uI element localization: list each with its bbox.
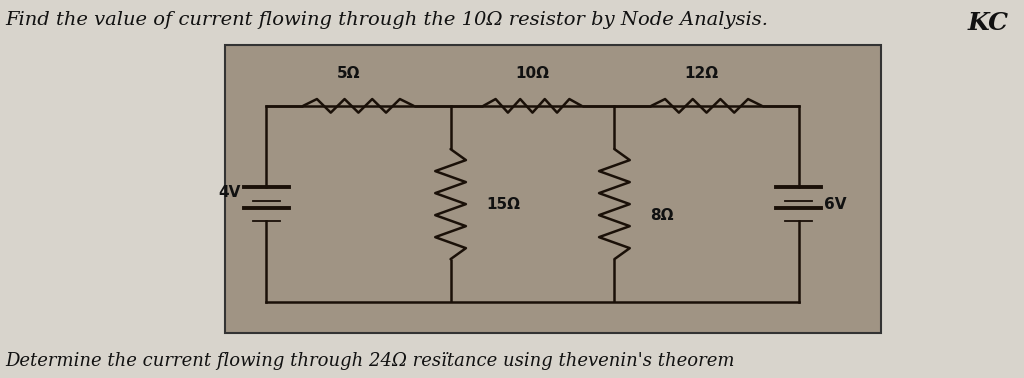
Text: Determine the current flowing through 24Ω resïtance using thevenin's theorem: Determine the current flowing through 24… xyxy=(5,352,734,370)
Text: 6V: 6V xyxy=(824,197,847,212)
Text: 15Ω: 15Ω xyxy=(486,197,520,212)
Text: 12Ω: 12Ω xyxy=(684,66,719,81)
Text: Find the value of current flowing through the 10Ω resistor by Node Analysis.: Find the value of current flowing throug… xyxy=(5,11,768,29)
Text: 4V: 4V xyxy=(218,185,241,200)
Text: 5Ω: 5Ω xyxy=(337,66,359,81)
Text: KC: KC xyxy=(968,11,1009,35)
Text: 8Ω: 8Ω xyxy=(650,208,674,223)
FancyBboxPatch shape xyxy=(225,45,881,333)
Text: 10Ω: 10Ω xyxy=(515,66,550,81)
